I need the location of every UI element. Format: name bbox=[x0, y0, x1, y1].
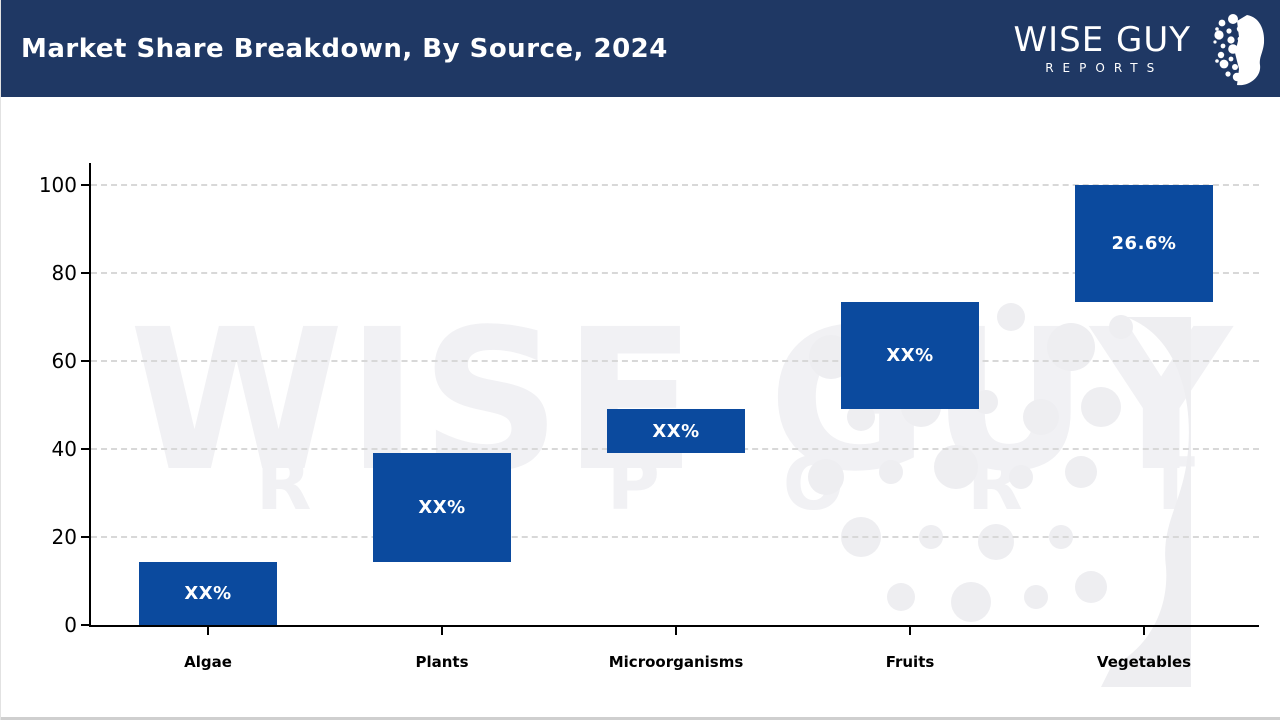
logo-text: WISE GUY REPORTS bbox=[1013, 20, 1191, 75]
logo-face-icon bbox=[1213, 14, 1265, 86]
y-tick-mark bbox=[81, 536, 90, 539]
header-bar: Market Share Breakdown, By Source, 2024 … bbox=[1, 0, 1280, 97]
gridline-y60 bbox=[91, 360, 1259, 363]
y-tick-mark bbox=[81, 272, 90, 275]
x-tick-mark bbox=[207, 627, 209, 635]
x-category-label-fruits: Fruits bbox=[885, 653, 935, 671]
gridline-y100 bbox=[91, 184, 1259, 187]
bottom-border bbox=[1, 717, 1280, 720]
bar-value-label: XX% bbox=[652, 420, 700, 442]
x-tick-mark bbox=[441, 627, 443, 635]
logo-wordmark: WISE GUY bbox=[1013, 20, 1191, 61]
x-tick-mark bbox=[1143, 627, 1145, 635]
bar-microorganisms: XX% bbox=[607, 409, 745, 454]
bar-value-label: 26.6% bbox=[1111, 233, 1177, 255]
x-category-label-algae: Algae bbox=[184, 653, 232, 671]
x-tick-mark bbox=[909, 627, 911, 635]
y-tick-mark bbox=[81, 624, 90, 626]
y-tick-label: 80 bbox=[51, 261, 77, 286]
plot-area: 0 20 40 60 80 100 XX% Algae XX% Plants XX% Microorg… bbox=[39, 163, 1259, 671]
x-category-label-microorganisms: Microorganisms bbox=[608, 653, 744, 671]
y-tick-label: 100 bbox=[38, 173, 77, 198]
bar-value-label: XX% bbox=[184, 582, 232, 604]
y-tick-mark bbox=[81, 184, 90, 187]
y-tick-label: 20 bbox=[51, 525, 77, 550]
gridline-y20 bbox=[91, 536, 1259, 539]
chart-title: Market Share Breakdown, By Source, 2024 bbox=[21, 33, 668, 64]
bar-value-label: XX% bbox=[418, 497, 466, 519]
bar-value-label: XX% bbox=[886, 345, 934, 367]
wiseguy-logo: WISE GUY REPORTS bbox=[1013, 8, 1267, 90]
gridline-y80 bbox=[91, 272, 1259, 275]
chart-canvas: WISE GUY R E P O R T S 020406080100XX%Al… bbox=[1, 97, 1280, 718]
y-tick-mark bbox=[81, 448, 90, 451]
y-tick-label: 40 bbox=[51, 437, 77, 462]
x-tick-mark bbox=[675, 627, 677, 635]
bar-plants: XX% bbox=[373, 453, 511, 562]
x-category-label-vegetables: Vegetables bbox=[1096, 653, 1192, 671]
y-tick-mark bbox=[81, 360, 90, 363]
x-category-label-plants: Plants bbox=[415, 653, 469, 671]
bar-fruits: XX% bbox=[841, 302, 979, 410]
y-tick-label: 0 bbox=[64, 613, 77, 637]
bar-vegetables: 26.6% bbox=[1075, 185, 1213, 303]
y-tick-label: 60 bbox=[51, 349, 77, 374]
bar-algae: XX% bbox=[139, 561, 277, 625]
logo-subtitle: REPORTS bbox=[1045, 60, 1164, 75]
